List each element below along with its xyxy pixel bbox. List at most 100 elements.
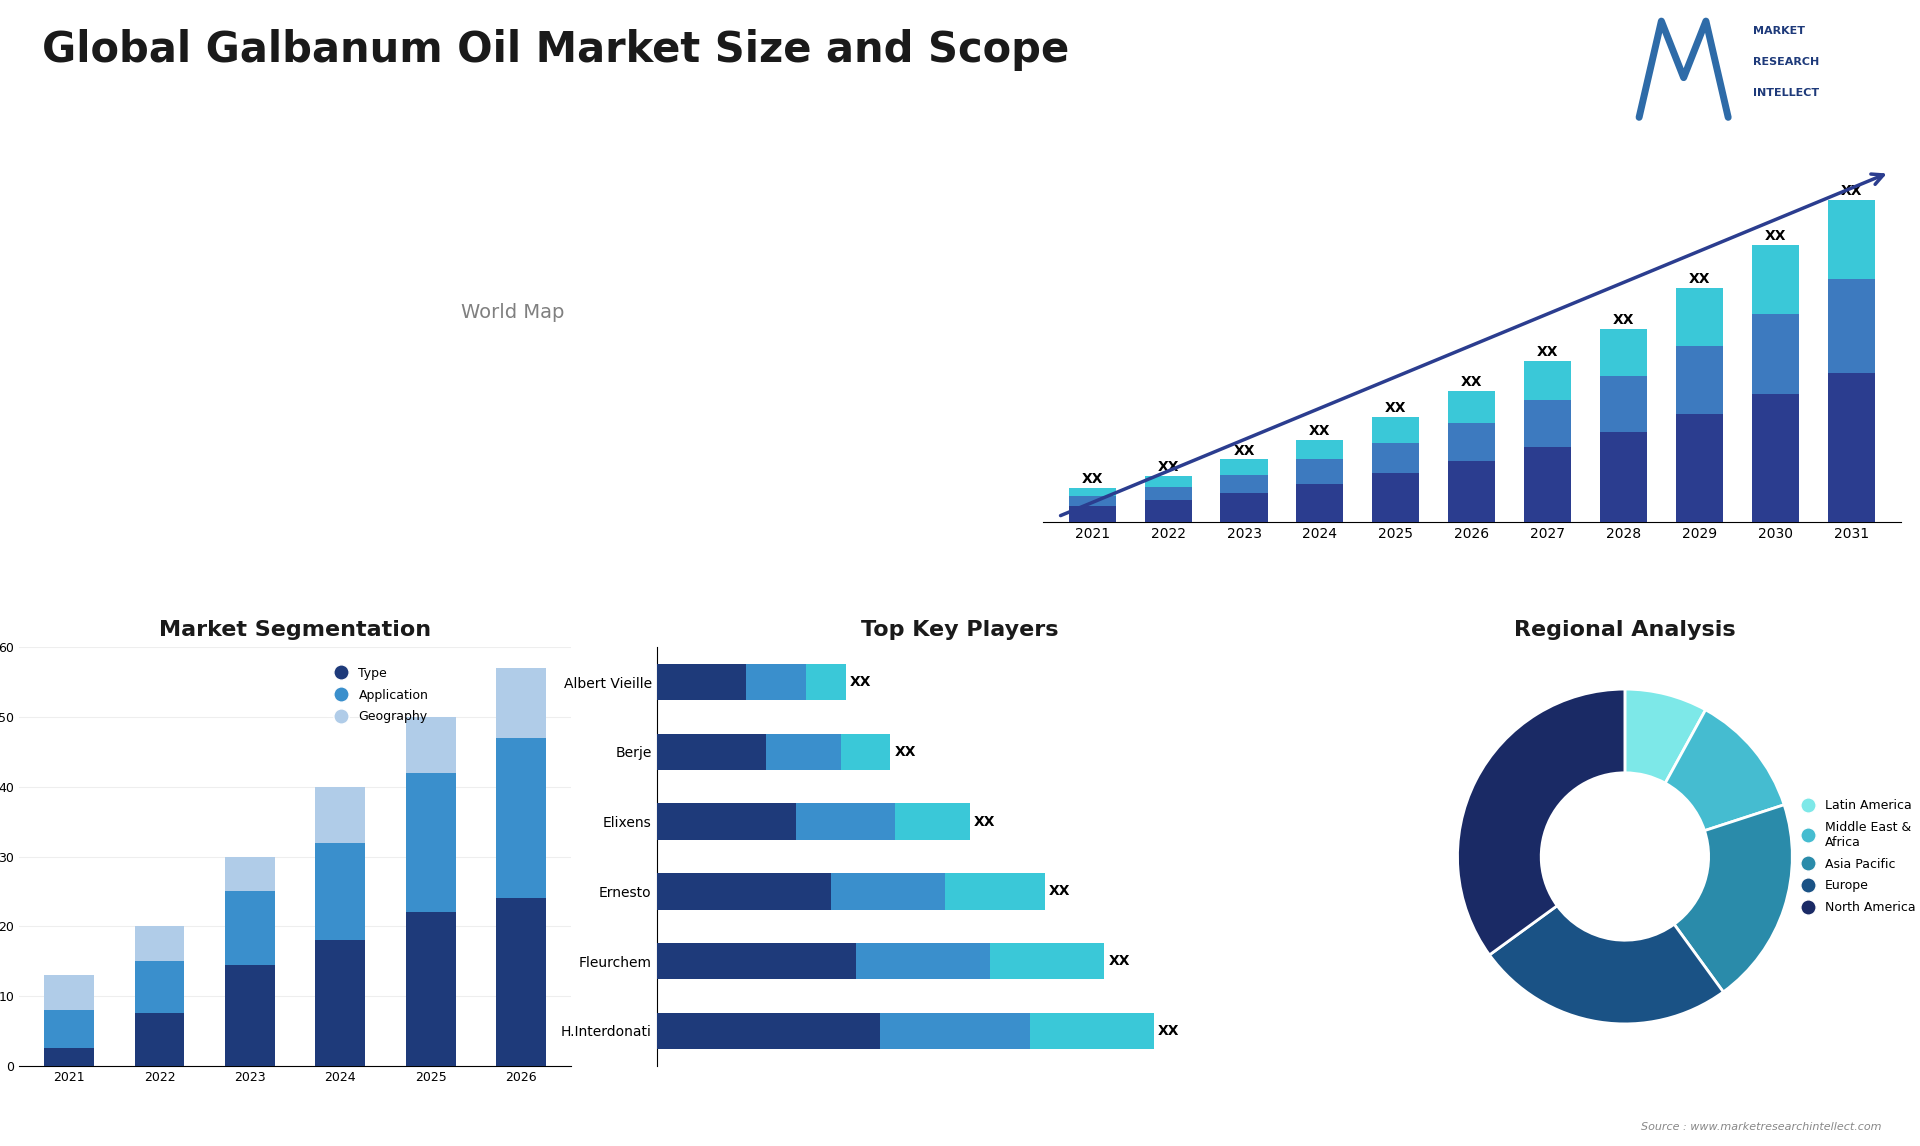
Bar <box>747 664 806 700</box>
Bar <box>806 664 845 700</box>
Text: XX: XX <box>1158 461 1179 474</box>
Bar <box>134 1013 184 1066</box>
Text: Global Galbanum Oil Market Size and Scope: Global Galbanum Oil Market Size and Scop… <box>42 29 1069 71</box>
Text: XX: XX <box>849 675 872 689</box>
Bar <box>495 668 545 738</box>
Bar <box>881 1013 1029 1049</box>
Legend: Type, Application, Geography: Type, Application, Geography <box>323 662 434 729</box>
Bar <box>1524 400 1571 447</box>
Wedge shape <box>1490 905 1724 1023</box>
Text: XX: XX <box>1081 472 1102 486</box>
Bar <box>1069 496 1116 507</box>
Bar <box>315 787 365 842</box>
Bar <box>1296 440 1344 460</box>
Bar <box>1828 372 1876 521</box>
Bar <box>895 803 970 840</box>
Bar <box>1676 345 1722 414</box>
Bar <box>1221 460 1267 474</box>
Bar <box>1373 473 1419 521</box>
Bar <box>1373 417 1419 442</box>
Text: RESEARCH: RESEARCH <box>1753 57 1820 68</box>
Bar <box>657 803 795 840</box>
Text: MARKET: MARKET <box>1753 26 1805 36</box>
Bar <box>1599 432 1647 521</box>
Wedge shape <box>1457 689 1624 955</box>
Text: Source : www.marketresearchintellect.com: Source : www.marketresearchintellect.com <box>1642 1122 1882 1132</box>
Bar <box>1676 414 1722 521</box>
Title: Regional Analysis: Regional Analysis <box>1515 620 1736 641</box>
Bar <box>1448 461 1496 521</box>
Bar <box>945 873 1044 910</box>
Bar <box>1221 474 1267 493</box>
Bar <box>1828 278 1876 372</box>
Bar <box>405 717 455 772</box>
Bar <box>795 803 895 840</box>
Text: XX: XX <box>1048 885 1069 898</box>
Bar <box>405 772 455 912</box>
Bar <box>315 842 365 940</box>
Bar <box>134 926 184 961</box>
Bar <box>657 733 766 770</box>
Text: XX: XX <box>1233 444 1256 457</box>
Bar <box>991 943 1104 980</box>
Bar <box>1751 394 1799 521</box>
Text: XX: XX <box>1108 955 1129 968</box>
Bar <box>495 738 545 898</box>
Bar <box>1524 361 1571 400</box>
Bar <box>856 943 991 980</box>
Bar <box>1144 487 1192 501</box>
Bar <box>225 965 275 1066</box>
Bar <box>1599 376 1647 432</box>
Bar <box>1296 484 1344 521</box>
Bar <box>1144 501 1192 521</box>
Bar <box>134 961 184 1013</box>
Title: Market Segmentation: Market Segmentation <box>159 620 432 641</box>
Bar <box>44 1049 94 1066</box>
Text: XX: XX <box>895 745 916 759</box>
Bar <box>657 873 831 910</box>
Bar <box>1296 460 1344 484</box>
Text: World Map: World Map <box>461 303 564 322</box>
Bar <box>1029 1013 1154 1049</box>
Text: XX: XX <box>973 815 995 829</box>
Bar <box>1751 245 1799 314</box>
Wedge shape <box>1674 804 1791 992</box>
Text: XX: XX <box>1461 375 1482 390</box>
Bar <box>657 664 747 700</box>
Text: XX: XX <box>1841 183 1862 198</box>
Bar <box>1373 442 1419 473</box>
Bar <box>657 1013 881 1049</box>
Bar <box>44 975 94 1010</box>
Bar <box>405 912 455 1066</box>
Text: XX: XX <box>1309 424 1331 438</box>
Bar <box>1069 488 1116 496</box>
Bar <box>1676 288 1722 345</box>
Bar <box>1448 423 1496 461</box>
Text: XX: XX <box>1158 1023 1179 1038</box>
Bar <box>315 940 365 1066</box>
Bar <box>225 892 275 965</box>
Text: XX: XX <box>1690 272 1711 286</box>
Bar <box>1599 329 1647 376</box>
Bar <box>657 943 856 980</box>
Bar <box>1751 314 1799 394</box>
Title: Top Key Players: Top Key Players <box>862 620 1058 641</box>
Bar <box>495 898 545 1066</box>
Bar <box>1524 447 1571 521</box>
Text: INTELLECT: INTELLECT <box>1753 88 1820 99</box>
Bar <box>1828 199 1876 278</box>
Bar <box>1221 493 1267 521</box>
Bar <box>841 733 891 770</box>
Bar <box>1069 507 1116 521</box>
Bar <box>831 873 945 910</box>
Bar <box>766 733 841 770</box>
Text: XX: XX <box>1613 313 1634 327</box>
Text: XX: XX <box>1384 401 1407 415</box>
Bar <box>1448 391 1496 423</box>
Text: XX: XX <box>1764 229 1786 243</box>
Bar <box>225 856 275 892</box>
Legend: Latin America, Middle East &
Africa, Asia Pacific, Europe, North America: Latin America, Middle East & Africa, Asi… <box>1789 794 1920 919</box>
Wedge shape <box>1624 689 1705 783</box>
Text: XX: XX <box>1538 345 1559 359</box>
Bar <box>44 1010 94 1049</box>
